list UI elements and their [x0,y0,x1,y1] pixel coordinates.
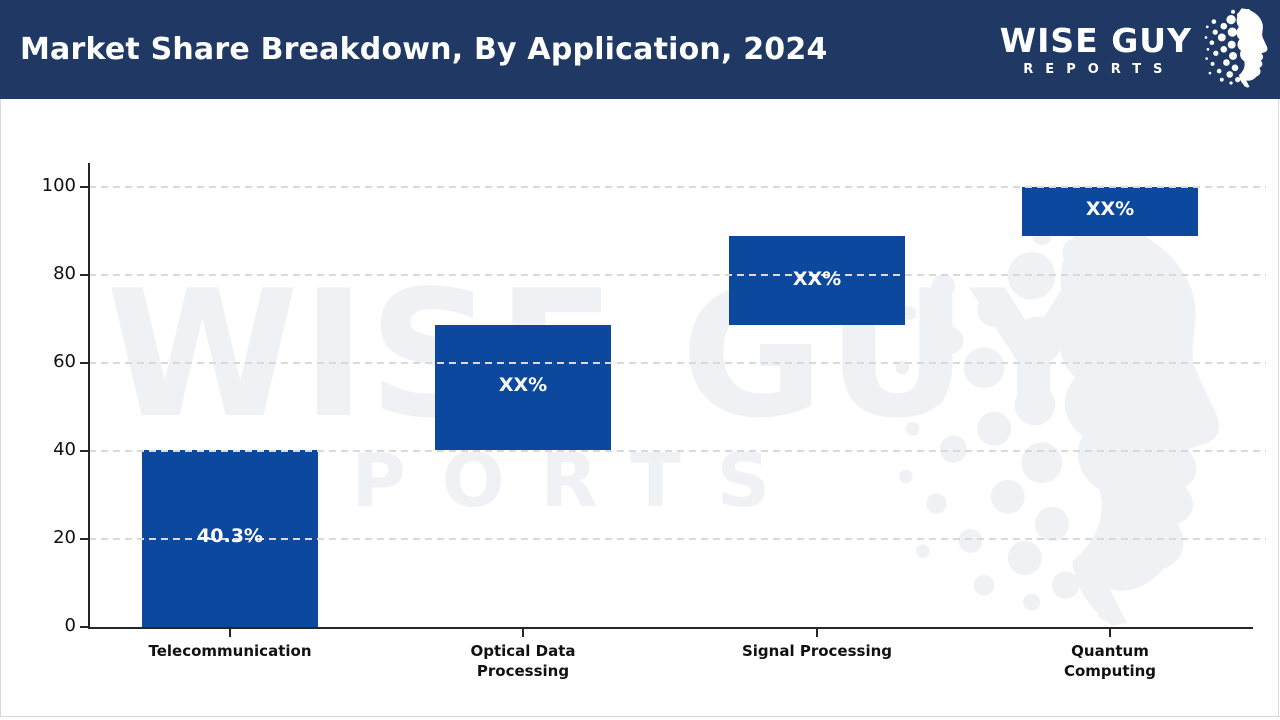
figure-border-left [0,99,1,716]
gridline-60 [89,362,1266,364]
bar-quantum-computing [1022,187,1198,236]
x-tick-quantum-computing [1109,629,1111,637]
figure-border-bottom [0,716,1280,717]
y-tick-label-0: 0 [64,615,76,636]
brand-face-icon [1204,8,1268,88]
figure-border-right [1278,99,1279,716]
y-tick-0 [80,626,88,628]
brand-logo-subtext: REPORTS [1023,62,1175,77]
brand-logo: WISE GUY REPORTS [1000,24,1192,76]
x-tick-telecommunication [229,629,231,637]
x-category-label-signal-processing: Signal Processing [741,642,893,660]
gridline-20 [89,538,1266,540]
y-tick-100 [80,186,88,188]
brand-logo-wordmark: WISE GUY [999,21,1192,60]
x-category-label-quantum-computing: Quantum Computing [1063,642,1157,681]
y-tick-label-60: 60 [53,351,76,372]
bar-value-label-signal-processing: XX% [792,267,842,290]
y-tick-label-80: 80 [53,263,76,284]
x-category-label-telecommunication: Telecommunication [148,642,312,660]
bar-value-label-telecommunication: 40.3% [197,525,263,548]
bar-optical-data-processing [435,325,611,450]
header-bar: Market Share Breakdown, By Application, … [0,0,1280,99]
y-tick-80 [80,274,88,276]
x-axis-line [88,627,1253,629]
x-tick-signal-processing [816,629,818,637]
x-tick-optical-data-processing [522,629,524,637]
chart-plot-area: 0 20 40 60 80 100 40.3% Telecommunication XX% Opt… [0,99,1280,716]
page-title: Market Share Breakdown, By Application, … [20,32,828,67]
gridline-40 [89,450,1266,452]
y-tick-label-100: 100 [41,175,76,196]
bar-value-label-quantum-computing: XX% [1085,198,1135,221]
gridline-80 [89,274,1266,276]
bar-value-label-optical-data-processing: XX% [498,374,548,397]
y-axis-line [88,163,90,629]
x-category-label-optical-data-processing: Optical Data Processing [470,642,576,681]
y-tick-40 [80,450,88,452]
y-tick-60 [80,362,88,364]
bar-signal-processing [729,235,905,326]
y-tick-label-40: 40 [53,439,76,460]
y-tick-label-20: 20 [53,527,76,548]
y-tick-20 [80,538,88,540]
gridline-100 [89,186,1266,188]
